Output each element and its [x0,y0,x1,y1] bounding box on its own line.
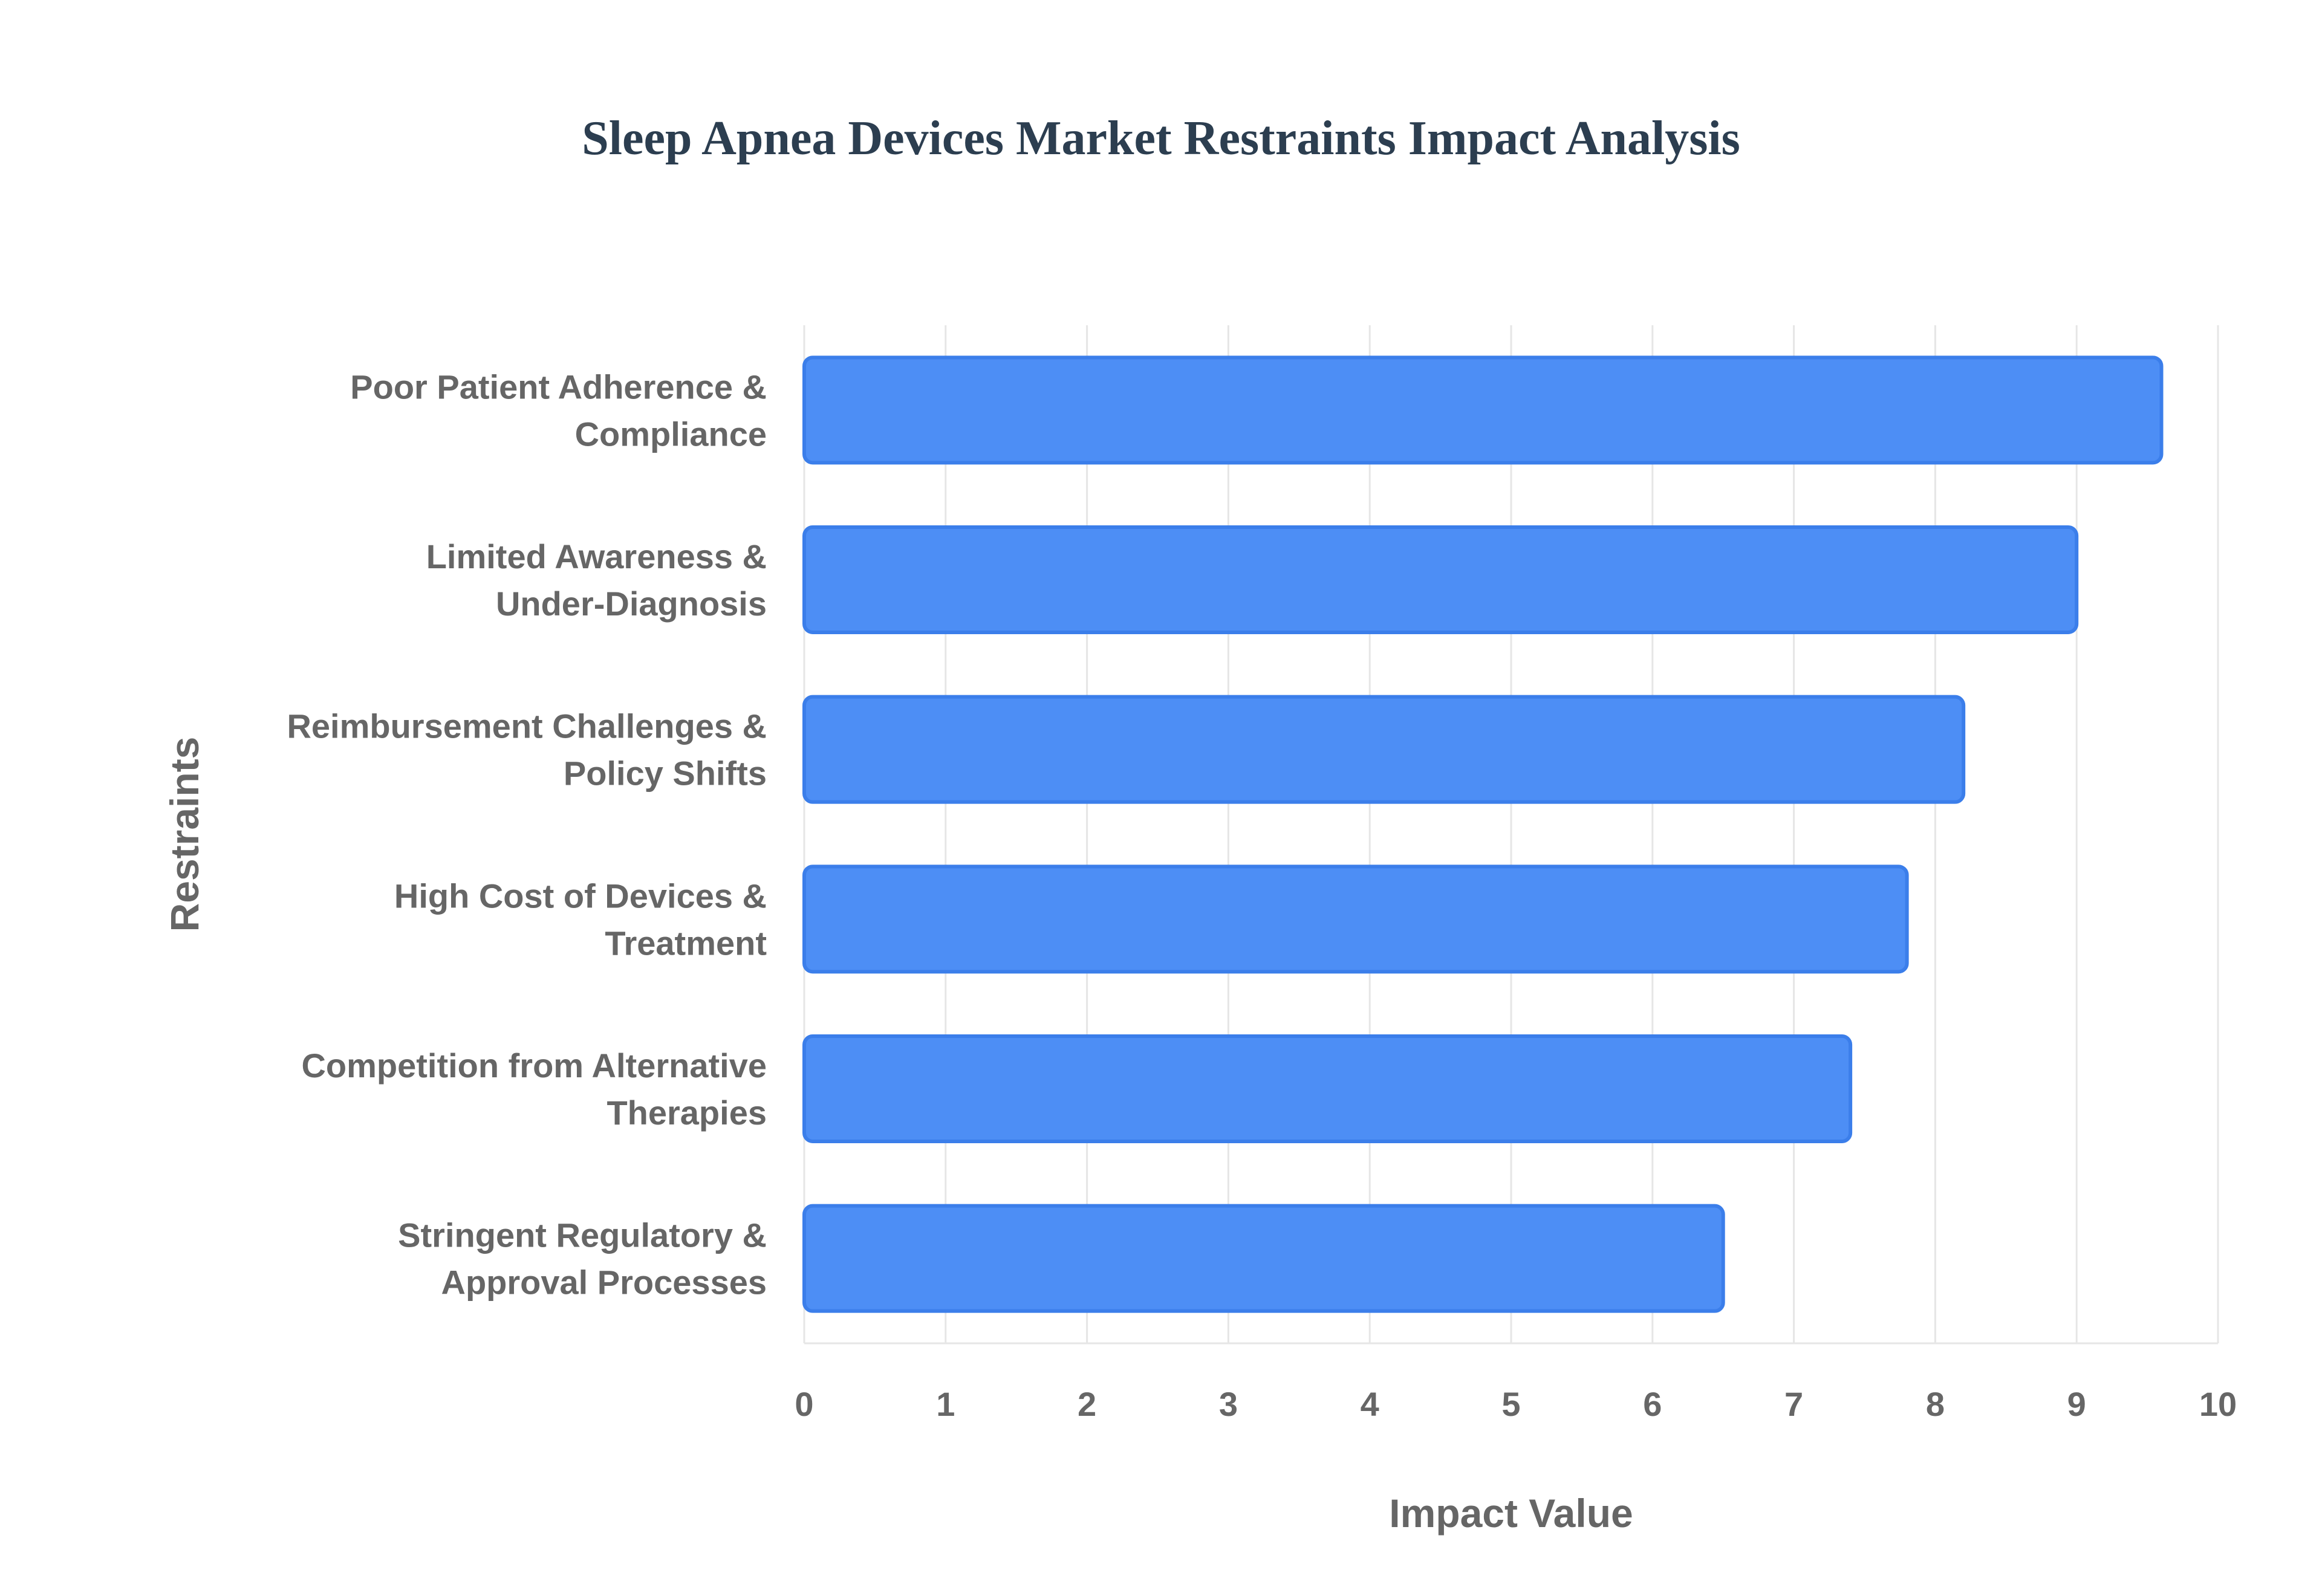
x-tick-label: 0 [795,1385,813,1423]
bar [802,864,1909,974]
y-category-label: Approval Processes [441,1264,767,1302]
chart-title: Sleep Apnea Devices Market Restraints Im… [582,112,1740,165]
x-tick-label: 8 [1926,1385,1945,1423]
x-tick-label: 6 [1643,1385,1662,1423]
y-category-label: Under-Diagnosis [496,585,767,623]
x-tick-label: 1 [936,1385,955,1423]
bar [802,525,2079,635]
y-category-label: Policy Shifts [564,754,767,793]
bars [802,355,2164,1313]
x-tick-label: 9 [2067,1385,2086,1423]
y-category-label: Compliance [575,415,767,453]
x-tick-label: 4 [1361,1385,1379,1423]
x-tick-labels: 0 1 2 3 4 5 6 7 8 9 10 [795,1385,2237,1423]
x-axis-title: Impact Value [1389,1491,1633,1536]
y-category-label: Poor Patient Adherence & [350,368,767,406]
y-axis-title: Restraints [162,737,207,932]
y-category-label: Reimbursement Challenges & [287,707,767,745]
x-tick-label: 5 [1501,1385,1520,1423]
bar [802,1204,1725,1313]
bar [802,695,1966,804]
grid-lines [803,325,2219,1345]
bar [802,355,2164,465]
y-category-label: Limited Awareness & [426,537,767,576]
x-tick-label: 3 [1219,1385,1238,1423]
x-tick-label: 2 [1078,1385,1096,1423]
y-category-labels: Poor Patient Adherence & Compliance Limite… [287,368,767,1301]
x-tick-label: 10 [2199,1385,2237,1423]
bar [802,1034,1853,1144]
y-category-label: Therapies [607,1094,767,1132]
y-category-label: Stringent Regulatory & [398,1216,767,1254]
y-category-label: High Cost of Devices & [394,877,767,915]
y-category-label: Treatment [605,924,767,962]
y-category-label: Competition from Alternative [301,1046,767,1085]
x-tick-label: 7 [1784,1385,1803,1423]
